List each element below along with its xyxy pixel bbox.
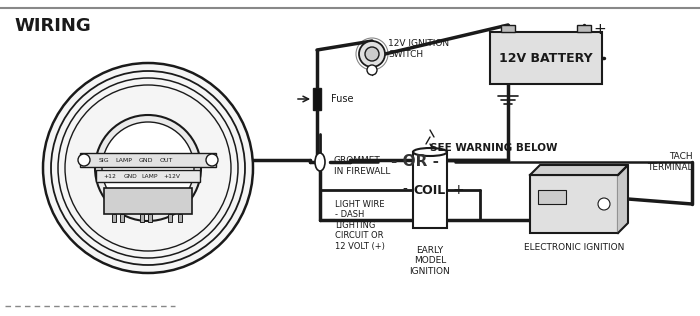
Bar xyxy=(148,214,152,222)
Circle shape xyxy=(95,115,201,221)
Bar xyxy=(120,214,124,222)
Bar xyxy=(104,188,192,214)
Text: GND: GND xyxy=(123,173,137,179)
Text: LAMP: LAMP xyxy=(141,173,158,179)
Text: +12V: +12V xyxy=(164,173,181,179)
Bar xyxy=(178,214,182,222)
Bar xyxy=(413,152,447,228)
Circle shape xyxy=(206,154,218,166)
Circle shape xyxy=(367,65,377,75)
Bar xyxy=(168,214,172,222)
Bar xyxy=(140,214,144,222)
Text: -: - xyxy=(488,22,492,35)
Text: Fuse: Fuse xyxy=(331,94,354,104)
Ellipse shape xyxy=(315,153,325,171)
Text: EARLY
MODEL
IGNITION: EARLY MODEL IGNITION xyxy=(410,246,450,276)
Circle shape xyxy=(102,122,194,214)
Circle shape xyxy=(78,154,90,166)
Text: +: + xyxy=(594,21,606,37)
Text: OUT: OUT xyxy=(160,157,173,162)
Bar xyxy=(501,25,515,32)
Bar xyxy=(530,175,618,233)
Text: SEE WARNING BELOW: SEE WARNING BELOW xyxy=(430,143,557,153)
Text: COIL: COIL xyxy=(414,184,446,197)
Text: 12V BATTERY: 12V BATTERY xyxy=(499,52,593,64)
Text: -: - xyxy=(402,183,407,197)
Ellipse shape xyxy=(413,148,447,156)
Text: LAMP: LAMP xyxy=(116,157,132,162)
Text: +12: +12 xyxy=(104,173,116,179)
Text: WIRING: WIRING xyxy=(14,17,91,35)
Polygon shape xyxy=(530,165,628,175)
Bar xyxy=(112,214,116,222)
Text: GROMMET
IN FIREWALL: GROMMET IN FIREWALL xyxy=(334,156,391,176)
Text: - OR -: - OR - xyxy=(391,155,439,169)
Text: LIGHT WIRE
- DASH
LIGHTING
CIRCUIT OR
12 VOLT (+): LIGHT WIRE - DASH LIGHTING CIRCUIT OR 12… xyxy=(335,200,385,251)
Circle shape xyxy=(58,78,238,258)
Bar xyxy=(80,153,216,167)
Polygon shape xyxy=(618,165,628,233)
Circle shape xyxy=(43,63,253,273)
Text: 12V IGNITION
SWITCH: 12V IGNITION SWITCH xyxy=(388,39,449,59)
Circle shape xyxy=(598,198,610,210)
Circle shape xyxy=(365,47,379,61)
Bar xyxy=(313,88,321,110)
Circle shape xyxy=(359,41,385,67)
Bar xyxy=(577,25,591,32)
Text: GND: GND xyxy=(139,157,153,162)
Text: SIG: SIG xyxy=(99,157,109,162)
Bar xyxy=(490,32,602,84)
Text: ELECTRONIC IGNITION: ELECTRONIC IGNITION xyxy=(524,242,624,252)
Text: +: + xyxy=(453,183,465,197)
Bar xyxy=(96,170,200,182)
Text: TACH
TERMINAL: TACH TERMINAL xyxy=(648,152,693,172)
Circle shape xyxy=(65,85,231,251)
Circle shape xyxy=(51,71,245,265)
Bar xyxy=(538,190,566,204)
